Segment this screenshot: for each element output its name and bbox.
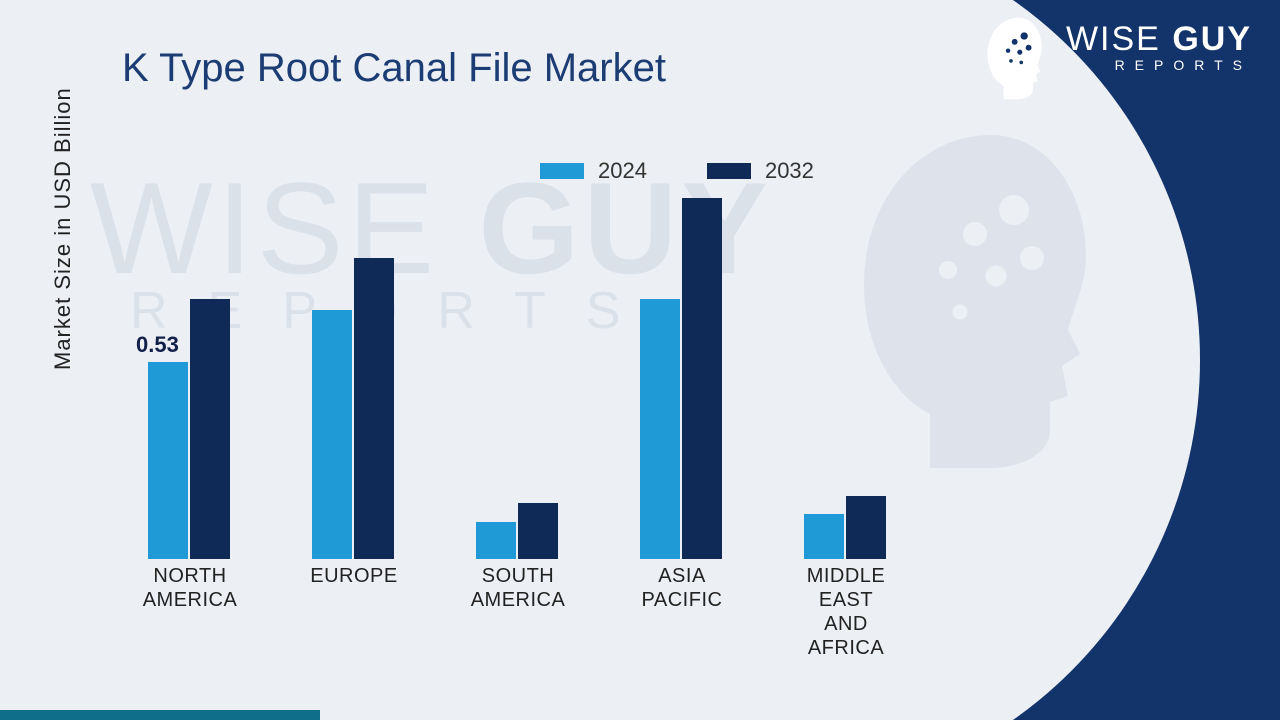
category-labels: NORTHAMERICA EUROPE SOUTHAMERICA ASIAPACIFI… — [120, 564, 920, 704]
bar-series-a — [312, 310, 352, 559]
bottom-accent-bar — [0, 710, 320, 720]
logo-sub: REPORTS — [1066, 58, 1252, 72]
bar-series-a — [476, 522, 516, 559]
chart-canvas: WISE GUY REPORTS WISE GUY REPORTS K Type… — [0, 0, 1280, 720]
legend-swatch-a — [540, 163, 584, 179]
bar-series-b — [518, 503, 558, 559]
bar-group — [458, 187, 578, 559]
bar-series-a — [148, 362, 188, 559]
logo-main-a: WISE — [1066, 20, 1161, 58]
legend-swatch-b — [707, 163, 751, 179]
category-label: ASIAPACIFIC — [612, 564, 752, 612]
category-label: EUROPE — [284, 564, 424, 588]
legend-label-a: 2024 — [598, 158, 647, 184]
bar-series-b — [190, 299, 230, 559]
bar-series-a — [804, 514, 844, 559]
bar-value-label: 0.53 — [136, 332, 179, 358]
logo-head-icon — [972, 14, 1050, 102]
logo-main-b: GUY — [1172, 20, 1252, 58]
category-label: NORTHAMERICA — [120, 564, 260, 612]
category-label: MIDDLEEASTANDAFRICA — [776, 564, 916, 660]
plot-area: 0.53 — [120, 188, 920, 560]
bar-series-b — [354, 258, 394, 559]
bar-series-a — [640, 299, 680, 559]
chart-title: K Type Root Canal File Market — [122, 46, 666, 91]
y-axis-label: Market Size in USD Billion — [50, 87, 76, 370]
bar-group — [294, 187, 414, 559]
category-label: SOUTHAMERICA — [448, 564, 588, 612]
bar-group — [786, 187, 906, 559]
legend: 2024 2032 — [540, 158, 814, 184]
legend-item-2024: 2024 — [540, 158, 647, 184]
bar-series-b — [682, 198, 722, 559]
legend-label-b: 2032 — [765, 158, 814, 184]
bar-series-b — [846, 496, 886, 559]
bar-group: 0.53 — [130, 187, 250, 559]
legend-item-2032: 2032 — [707, 158, 814, 184]
bar-group — [622, 187, 742, 559]
logo: WISE GUY REPORTS — [1066, 22, 1252, 72]
